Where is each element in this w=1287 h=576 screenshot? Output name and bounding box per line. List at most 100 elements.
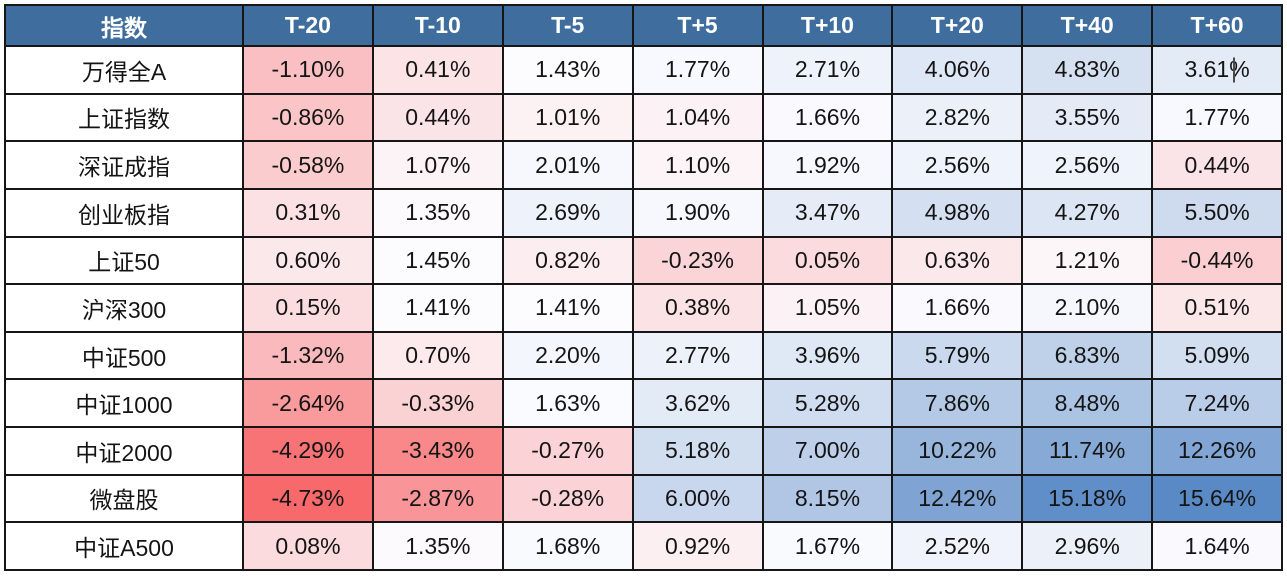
- value-cell: 0.63%: [891, 235, 1024, 286]
- value-cell: -0.33%: [371, 378, 504, 428]
- value-cell: -0.44%: [1151, 235, 1283, 286]
- index-name-cell: 沪深300: [4, 283, 244, 333]
- value-cell: 5.09%: [1151, 330, 1283, 381]
- value-cell: 1.10%: [631, 140, 764, 190]
- value-cell: -1.10%: [242, 45, 374, 95]
- table-row: 深证成指 -0.58% 1.07% 2.01% 1.10% 1.92% 2.56% 2.56%…: [4, 140, 1283, 190]
- value-cell: 2.82%: [891, 92, 1024, 143]
- value-cell: 0.31%: [242, 187, 374, 238]
- column-header-tp20: T+20: [891, 4, 1024, 47]
- value-cell: 1.64%: [1151, 521, 1283, 571]
- index-name-cell: 中证1000: [4, 378, 244, 428]
- value-cell: 0.70%: [371, 330, 504, 381]
- value-cell: -0.58%: [242, 140, 374, 190]
- value-cell: 2.20%: [501, 330, 634, 381]
- value-cell: 1.66%: [891, 283, 1024, 333]
- table-row: 创业板指 0.31% 1.35% 2.69% 1.90% 3.47% 4.98% 4.27% 5…: [4, 187, 1283, 238]
- table-row: 中证1000 -2.64% -0.33% 1.63% 3.62% 5.28% 7.86% 8.…: [4, 378, 1283, 428]
- value-cell: 7.24%: [1151, 378, 1283, 428]
- index-name-cell: 上证指数: [4, 92, 244, 143]
- table-body: 万得全A -1.10% 0.41% 1.43% 1.77% 2.71% 4.06% 4.83%…: [4, 45, 1283, 571]
- value-cell: 8.48%: [1021, 378, 1154, 428]
- index-name-cell: 微盘股: [4, 473, 244, 524]
- value-cell: 1.04%: [631, 92, 764, 143]
- value-cell: -2.64%: [242, 378, 374, 428]
- value-cell: 1.41%: [501, 283, 634, 333]
- value-cell: 1.63%: [501, 378, 634, 428]
- value-cell: -1.32%: [242, 330, 374, 381]
- value-cell: 4.27%: [1021, 187, 1154, 238]
- table-row: 中证A500 0.08% 1.35% 1.68% 0.92% 1.67% 2.52% 2.96…: [4, 521, 1283, 571]
- value-cell: 3.62%: [631, 378, 764, 428]
- value-cell: 0.82%: [501, 235, 634, 286]
- value-cell: 5.79%: [891, 330, 1024, 381]
- value-cell: 2.96%: [1021, 521, 1154, 571]
- value-cell: 1.07%: [371, 140, 504, 190]
- column-header-index: 指数: [4, 4, 244, 47]
- value-cell: 8.15%: [761, 473, 894, 524]
- value-cell: 0.38%: [631, 283, 764, 333]
- value-cell: 7.86%: [891, 378, 1024, 428]
- value-cell: 1.67%: [761, 521, 894, 571]
- value-cell: 1.21%: [1021, 235, 1154, 286]
- value-cell: 1.43%: [501, 45, 634, 95]
- value-cell: 0.60%: [242, 235, 374, 286]
- value-cell: 12.42%: [891, 473, 1024, 524]
- value-cell: 4.98%: [891, 187, 1024, 238]
- value-cell: 2.10%: [1021, 283, 1154, 333]
- column-header-tp10: T+10: [761, 4, 894, 47]
- value-cell: 1.66%: [761, 92, 894, 143]
- value-cell: 5.18%: [631, 426, 764, 476]
- index-name-cell: 中证2000: [4, 426, 244, 476]
- table-row: 万得全A -1.10% 0.41% 1.43% 1.77% 2.71% 4.06% 4.83%…: [4, 45, 1283, 95]
- value-cell: 12.26%: [1151, 426, 1283, 476]
- value-cell: -4.29%: [242, 426, 374, 476]
- column-header-tm20: T-20: [242, 4, 374, 47]
- index-name-cell: 中证500: [4, 330, 244, 381]
- index-name-cell: 万得全A: [4, 45, 244, 95]
- value-cell: -3.43%: [371, 426, 504, 476]
- value-cell: 2.52%: [891, 521, 1024, 571]
- value-cell: 1.35%: [371, 521, 504, 571]
- index-name-cell: 创业板指: [4, 187, 244, 238]
- value-cell: 2.71%: [761, 45, 894, 95]
- value-cell: 4.06%: [891, 45, 1024, 95]
- value-cell: 7.00%: [761, 426, 894, 476]
- value-cell: 10.22%: [891, 426, 1024, 476]
- value-cell: 0.44%: [1151, 140, 1283, 190]
- header-row: 指数 T-20 T-10 T-5 T+5 T+10 T+20 T+40 T+60: [4, 4, 1283, 47]
- value-cell: 0.41%: [371, 45, 504, 95]
- value-cell: 1.01%: [501, 92, 634, 143]
- value-cell: -4.73%: [242, 473, 374, 524]
- text-cursor: [1233, 57, 1235, 83]
- table-row: 沪深300 0.15% 1.41% 1.41% 0.38% 1.05% 1.66% 2.10%…: [4, 283, 1283, 333]
- value-cell: 3.96%: [761, 330, 894, 381]
- value-cell: 1.45%: [371, 235, 504, 286]
- value-cell: 15.18%: [1021, 473, 1154, 524]
- column-header-tp40: T+40: [1021, 4, 1154, 47]
- table-row: 微盘股 -4.73% -2.87% -0.28% 6.00% 8.15% 12.42% 15.…: [4, 473, 1283, 524]
- column-header-tm5: T-5: [501, 4, 634, 47]
- value-cell: -2.87%: [371, 473, 504, 524]
- value-cell: 0.92%: [631, 521, 764, 571]
- value-cell: 0.15%: [242, 283, 374, 333]
- value-cell: -0.27%: [501, 426, 634, 476]
- index-returns-table: 指数 T-20 T-10 T-5 T+5 T+10 T+20 T+40 T+60 万得全A -1…: [4, 4, 1283, 571]
- value-cell: 5.28%: [761, 378, 894, 428]
- value-cell: -0.23%: [631, 235, 764, 286]
- index-name-cell: 中证A500: [4, 521, 244, 571]
- column-header-tp60: T+60: [1151, 4, 1283, 47]
- value-cell: 4.83%: [1021, 45, 1154, 95]
- value-cell: 2.56%: [1021, 140, 1154, 190]
- index-name-cell: 上证50: [4, 235, 244, 286]
- value-cell: -0.28%: [501, 473, 634, 524]
- value-cell: 3.47%: [761, 187, 894, 238]
- value-cell: 2.69%: [501, 187, 634, 238]
- value-cell: 6.83%: [1021, 330, 1154, 381]
- value-cell: 0.51%: [1151, 283, 1283, 333]
- value-cell: 2.77%: [631, 330, 764, 381]
- value-cell: 11.74%: [1021, 426, 1154, 476]
- value-cell: 5.50%: [1151, 187, 1283, 238]
- value-cell: 1.90%: [631, 187, 764, 238]
